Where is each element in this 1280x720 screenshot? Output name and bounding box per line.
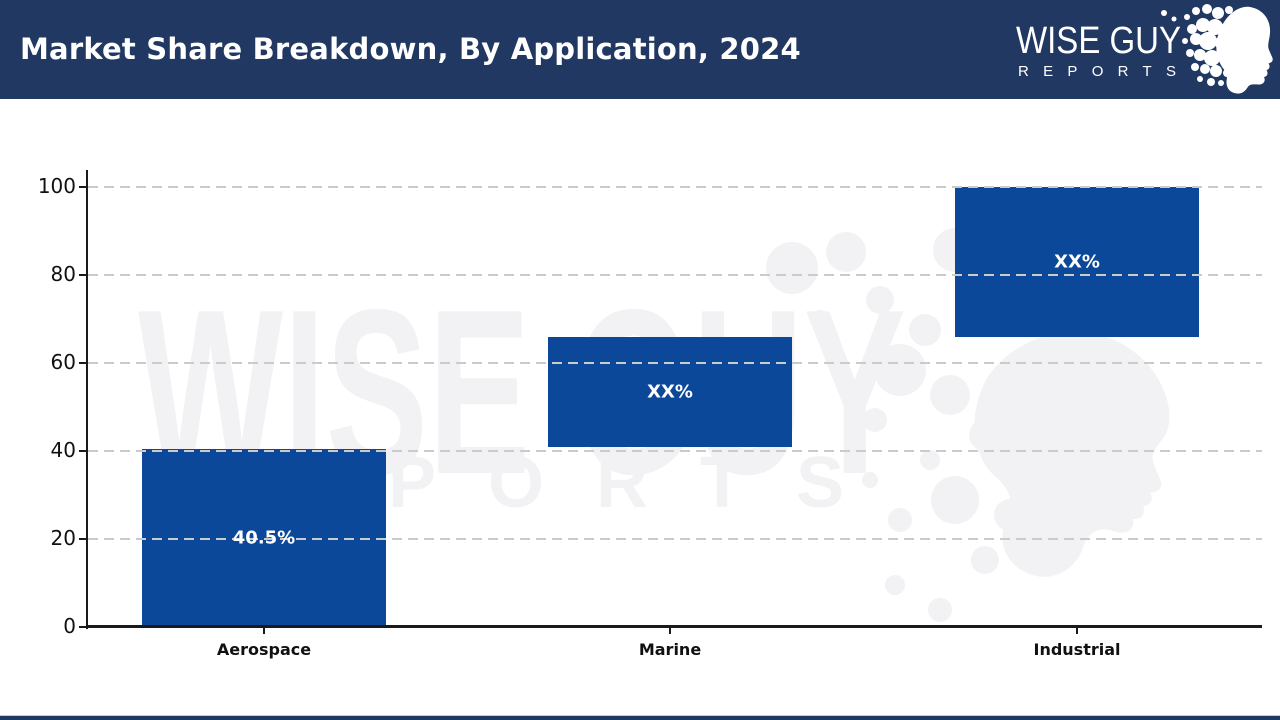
header-band: Market Share Breakdown, By Application, … xyxy=(0,0,1280,99)
x-tick-label: Industrial xyxy=(1033,640,1121,659)
bar-aerospace xyxy=(142,448,386,627)
footer-band xyxy=(0,716,1280,720)
bar-label: 40.5% xyxy=(232,527,296,549)
y-axis xyxy=(86,170,88,629)
y-tick-label: 0 xyxy=(63,614,76,638)
x-axis-tick xyxy=(669,627,671,634)
x-axis xyxy=(86,625,1262,628)
footer-divider xyxy=(0,715,1280,716)
y-axis-tick xyxy=(79,274,87,276)
y-axis-tick xyxy=(79,538,87,540)
bar-label: XX% xyxy=(1054,251,1100,273)
y-tick-label: 100 xyxy=(37,174,76,198)
y-axis-tick xyxy=(79,362,87,364)
y-tick-label: 60 xyxy=(50,350,76,374)
y-tick-label: 20 xyxy=(50,526,76,550)
logo-line1: WISE GUY xyxy=(1016,20,1181,62)
x-axis-tick xyxy=(263,627,265,634)
wise-guy-reports-logo: WISE GUY REPORTS xyxy=(1016,4,1273,94)
y-tick-label: 40 xyxy=(50,438,76,462)
x-tick-label: Marine xyxy=(638,640,702,659)
y-axis-tick xyxy=(79,450,87,452)
gridline-y60 xyxy=(88,362,1262,364)
gridline-y80 xyxy=(88,274,1262,276)
bar-marine xyxy=(548,336,792,447)
y-tick-label: 80 xyxy=(50,262,76,286)
gridline-y20 xyxy=(88,538,1262,540)
gridline-y100 xyxy=(88,186,1262,188)
bar-label: XX% xyxy=(647,381,693,403)
x-axis-tick xyxy=(1076,627,1078,634)
x-tick-label: Aerospace xyxy=(216,640,312,659)
y-axis-tick xyxy=(79,626,87,628)
y-axis-tick xyxy=(79,186,87,188)
bar-industrial xyxy=(955,187,1199,337)
logo-face-icon xyxy=(1216,6,1273,94)
page-title: Market Share Breakdown, By Application, … xyxy=(20,32,801,66)
gridline-y40 xyxy=(88,450,1262,452)
